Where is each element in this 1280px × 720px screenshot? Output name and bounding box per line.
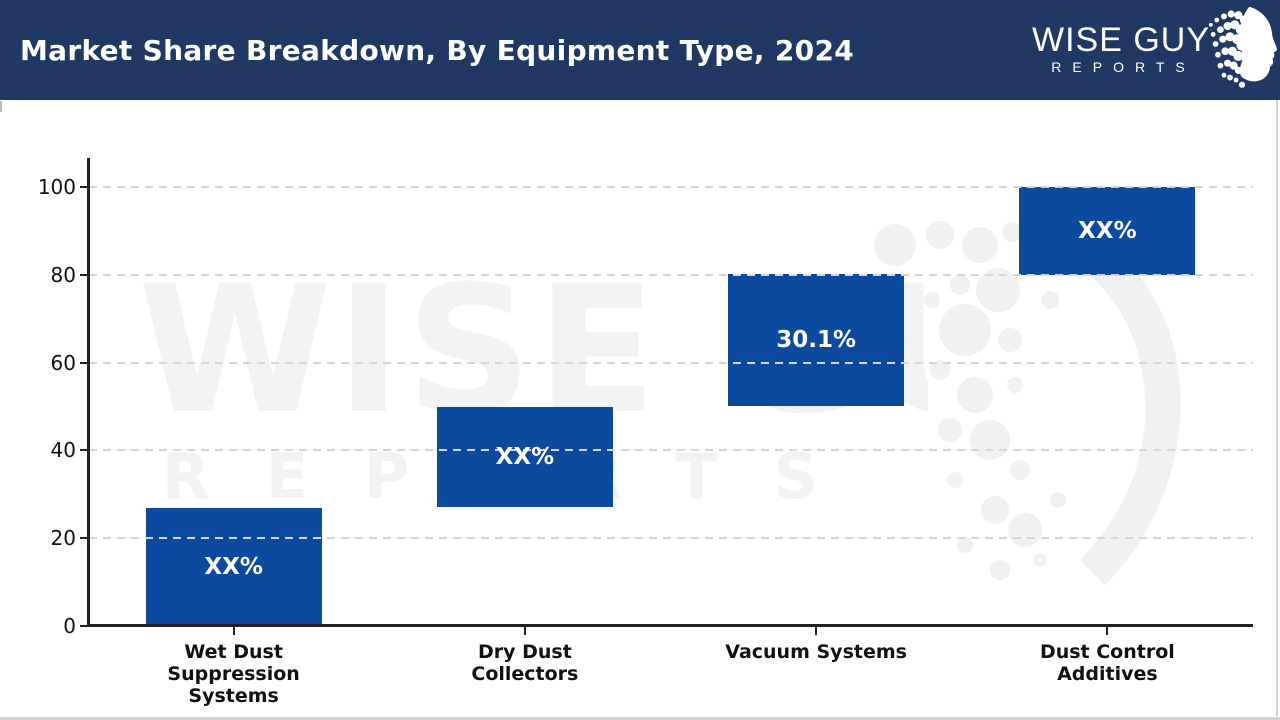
x-tick-dry-dust-collectors: [523, 627, 526, 635]
y-tick-label-20: 20: [50, 526, 76, 551]
page-right-border: [1276, 100, 1278, 716]
bar-label-vacuum-systems: 30.1%: [776, 327, 857, 354]
y-tick-label-40: 40: [50, 438, 76, 463]
x-tick-label-line: Suppression: [167, 663, 300, 685]
x-tick-dust-control-additives: [1106, 627, 1109, 635]
x-tick-label-wet-dust-suppression-systems: Wet Dust Suppression Systems: [84, 641, 384, 707]
x-tick-label-dry-dust-collectors: Dry Dust Collectors: [375, 641, 675, 685]
logo-wordmark: WISE GUY: [1032, 21, 1211, 59]
x-tick-label-dust-control-additives: Dust Control Additives: [957, 641, 1257, 685]
page-left-border: [0, 101, 2, 112]
x-tick-label-line: Collectors: [471, 663, 579, 685]
gridline-80: [89, 273, 1253, 276]
x-tick-label-vacuum-systems: Vacuum Systems: [666, 641, 966, 663]
y-tick-label-60: 60: [50, 350, 76, 375]
x-tick-label-line: Wet Dust: [184, 641, 283, 663]
x-tick-wet-dust-suppression-systems: [232, 627, 235, 635]
y-tick-60: [80, 361, 88, 364]
gridline-20: [89, 537, 1253, 540]
header: Market Share Breakdown, By Equipment Typ…: [0, 0, 1280, 100]
bar-dry-dust-collectors: [436, 406, 613, 508]
gridline-100: [89, 186, 1253, 188]
y-axis-line: [87, 158, 90, 627]
bar-dust-control-additives: [1019, 187, 1196, 275]
gridline-60: [89, 361, 1253, 364]
wise-guy-reports-logo: WISE GUY REPORTS: [1010, 0, 1278, 100]
gridline-40: [89, 449, 1253, 452]
y-tick-80: [80, 273, 88, 276]
bar-label-dry-dust-collectors: XX%: [495, 443, 555, 470]
logo-text: WISE GUY REPORTS: [1032, 22, 1210, 75]
logo-face-icon: [1208, 6, 1277, 88]
x-tick-label-line: Dust Control: [1039, 641, 1175, 663]
x-tick-vacuum-systems: [815, 627, 818, 635]
y-tick-100: [80, 186, 88, 188]
bar-label-wet-dust-suppression-systems: XX%: [204, 553, 263, 580]
page-bottom-border: [0, 717, 1280, 720]
y-tick-20: [80, 537, 88, 540]
x-tick-label-line: Dry Dust: [477, 641, 572, 663]
x-tick-label-line: Vacuum Systems: [725, 641, 907, 663]
y-tick-label-80: 80: [50, 262, 76, 287]
x-tick-label-line: Additives: [1057, 663, 1158, 685]
y-tick-0: [80, 625, 88, 627]
logo-subtitle: REPORTS: [1051, 59, 1196, 75]
y-tick-label-0: 0: [63, 614, 76, 638]
x-tick-label-line: Systems: [188, 685, 279, 707]
y-tick-40: [80, 449, 88, 452]
page-title: Market Share Breakdown, By Equipment Typ…: [20, 34, 855, 67]
bar-label-dust-control-additives: XX%: [1078, 217, 1137, 244]
x-axis-line: [87, 624, 1253, 627]
y-tick-label-100: 100: [37, 175, 76, 199]
bar-wet-dust-suppression-systems: [145, 507, 322, 626]
bar-vacuum-systems: [728, 274, 905, 407]
